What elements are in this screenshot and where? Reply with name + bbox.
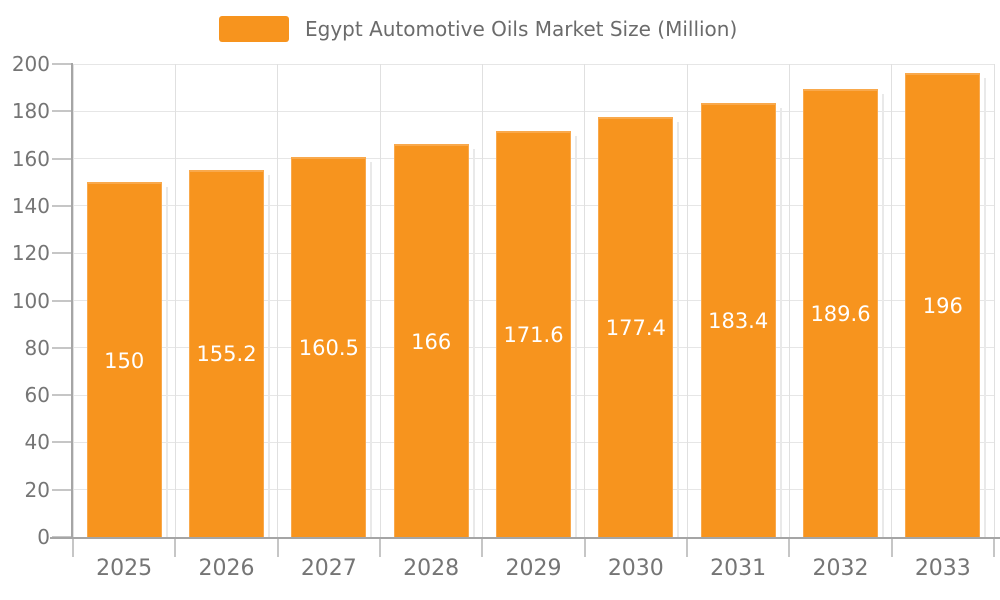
- x-axis-tick: [481, 537, 484, 557]
- x-axis-tick: [174, 537, 177, 557]
- x-axis-tick: [379, 537, 381, 557]
- x-gridline: [277, 64, 279, 537]
- x-axis-line: [50, 537, 1000, 539]
- x-axis-tick: [583, 537, 586, 557]
- bar-shadow: [575, 136, 577, 537]
- y-axis-tick: [52, 204, 72, 207]
- y-axis-tick: [52, 441, 72, 444]
- bar-value-label: 150: [104, 348, 145, 373]
- bar-shadow: [882, 93, 884, 537]
- y-axis-label: 0: [37, 525, 50, 549]
- x-axis-label-2029: 2029: [505, 556, 562, 581]
- bar-2027[interactable]: 160.5: [291, 157, 373, 537]
- bar-2029[interactable]: 171.6: [496, 131, 577, 537]
- x-axis-label-2033: 2033: [914, 556, 971, 581]
- bar-value-label: 177.4: [605, 316, 666, 341]
- x-axis-tick: [890, 537, 893, 557]
- y-gridline: [73, 63, 994, 65]
- x-axis-label-2027: 2027: [300, 556, 357, 581]
- y-gridline: [73, 110, 994, 112]
- x-axis-label-2030: 2030: [607, 556, 664, 581]
- x-axis-label-2032: 2032: [812, 556, 869, 581]
- x-gridline: [584, 64, 586, 537]
- bar-value-label: 196: [922, 294, 963, 319]
- bar-value-label: 171.6: [503, 323, 564, 348]
- x-gridline: [174, 64, 176, 537]
- y-axis-line: [71, 63, 73, 539]
- legend-label: Egypt Automotive Oils Market Size (Milli…: [305, 17, 738, 41]
- x-axis-label-2026: 2026: [198, 556, 255, 581]
- y-axis-tick: [52, 488, 72, 491]
- x-gridline: [686, 64, 688, 537]
- x-axis-tick: [993, 537, 995, 557]
- x-gridline: [72, 64, 74, 537]
- bar-value-label: 160.5: [298, 336, 359, 361]
- x-axis-tick: [686, 537, 688, 557]
- bar-shadow: [268, 174, 270, 537]
- bar-2030[interactable]: 177.4: [598, 117, 680, 537]
- bar-shadow: [165, 187, 168, 537]
- bar-value-label: 183.4: [708, 309, 769, 334]
- y-axis-label: 40: [24, 430, 50, 455]
- bar-shadow: [779, 108, 782, 537]
- bar-shadow: [472, 149, 475, 537]
- x-gridline: [891, 64, 893, 537]
- y-axis-tick: [52, 299, 72, 302]
- x-gridline: [993, 64, 995, 537]
- y-axis-label: 140: [11, 193, 50, 218]
- y-axis-tick: [52, 252, 72, 255]
- y-axis-label: 160: [11, 146, 50, 171]
- bar-shadow: [677, 122, 680, 537]
- bar-2025[interactable]: 150: [86, 182, 168, 537]
- bar-value-label: 189.6: [810, 301, 871, 326]
- x-axis-label-2028: 2028: [403, 556, 460, 581]
- bar-2033[interactable]: 196: [905, 73, 987, 537]
- legend-item-market-size[interactable]: Egypt Automotive Oils Market Size (Milli…: [219, 16, 737, 42]
- y-axis-label: 20: [24, 477, 50, 502]
- x-axis-tick: [788, 537, 791, 557]
- y-axis-label: 60: [24, 383, 50, 408]
- y-axis-label: 120: [11, 241, 50, 266]
- x-axis-label-2025: 2025: [96, 556, 153, 581]
- y-axis-tick: [52, 63, 72, 65]
- x-axis-tick: [276, 537, 279, 557]
- x-gridline: [481, 64, 483, 537]
- x-axis-label-2031: 2031: [710, 556, 767, 581]
- y-axis-tick: [52, 157, 72, 160]
- y-axis-label: 200: [11, 52, 50, 76]
- y-axis-tick: [52, 110, 72, 113]
- bar-value-label: 155.2: [196, 342, 257, 367]
- x-gridline: [788, 64, 790, 537]
- y-axis-label: 100: [11, 288, 50, 313]
- y-axis-tick: [52, 346, 72, 349]
- x-gridline: [379, 64, 381, 537]
- bar-value-label: 166: [411, 329, 452, 354]
- legend-swatch: [219, 16, 289, 42]
- bar-shadow: [984, 78, 987, 537]
- bar-shadow: [370, 162, 373, 537]
- bar-2026[interactable]: 155.2: [189, 169, 270, 537]
- y-axis-tick: [52, 394, 72, 397]
- bar-2032[interactable]: 189.6: [803, 88, 884, 537]
- y-axis-label: 180: [11, 99, 50, 124]
- y-axis-label: 80: [24, 335, 50, 360]
- bar-2028[interactable]: 166: [393, 144, 475, 537]
- x-axis-tick: [72, 537, 74, 557]
- bar-2031[interactable]: 183.4: [700, 103, 782, 537]
